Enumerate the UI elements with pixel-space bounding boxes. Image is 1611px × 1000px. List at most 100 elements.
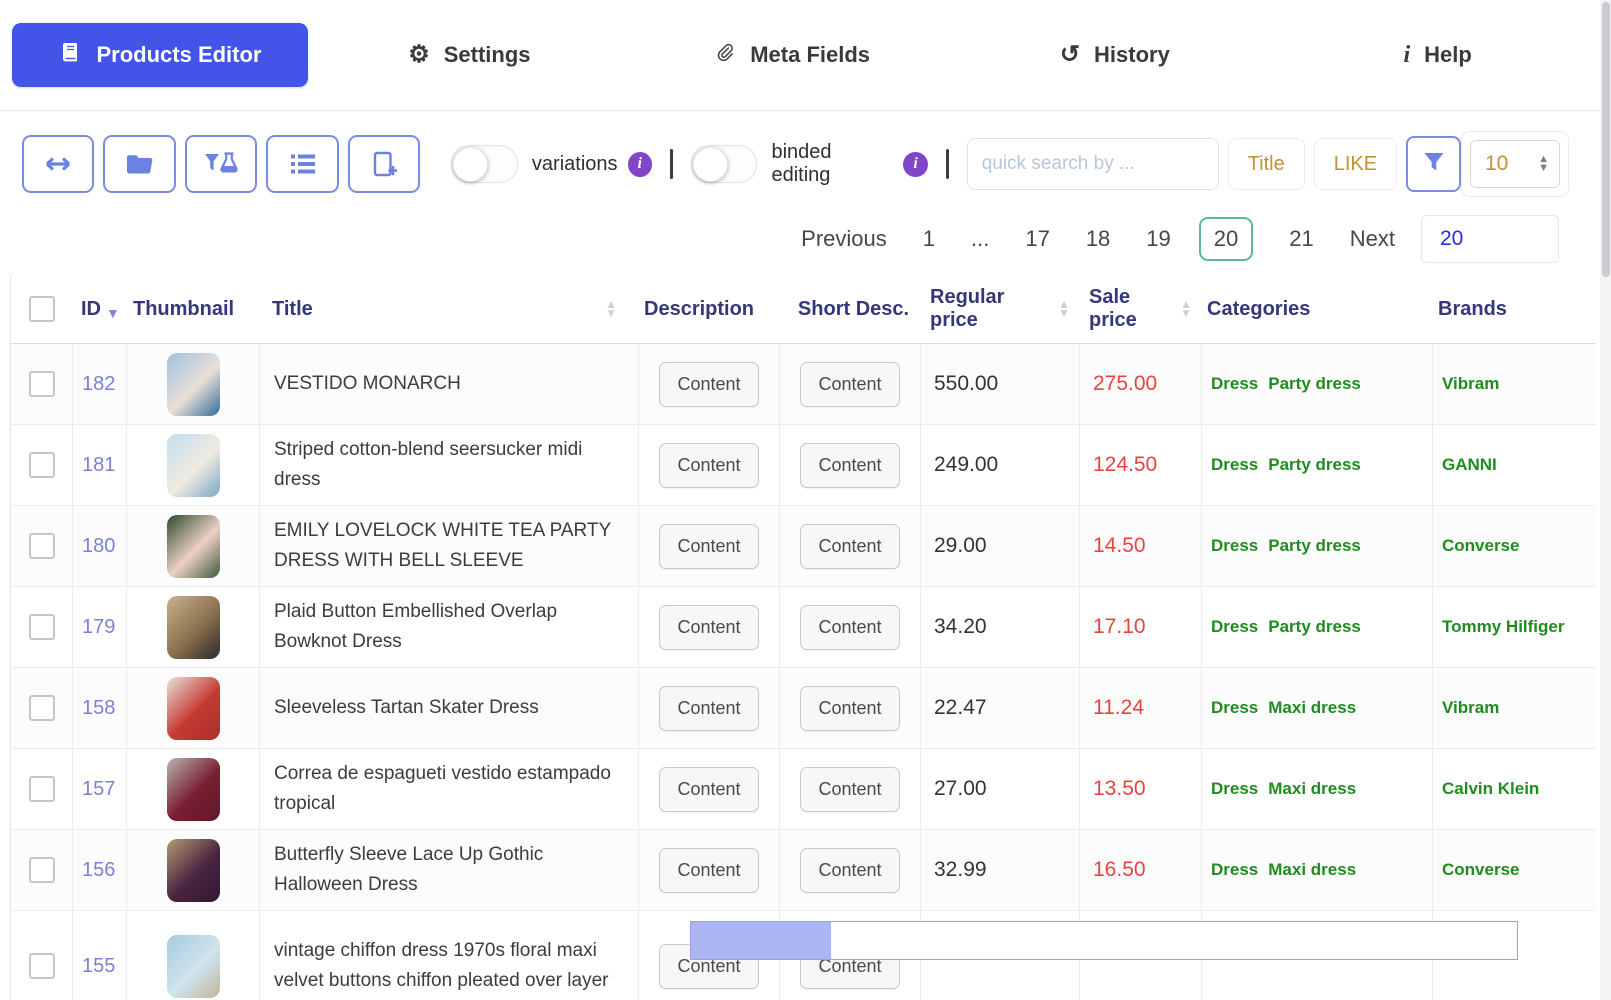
- description-content-button[interactable]: Content: [659, 523, 759, 569]
- pagination-page[interactable]: 19: [1146, 226, 1171, 251]
- apply-filter-button[interactable]: [1406, 136, 1461, 192]
- per-page-input[interactable]: 10 ▲ ▼: [1470, 140, 1560, 188]
- header-title[interactable]: Title ▲ ▼: [272, 297, 617, 320]
- tab-history[interactable]: ↺ History: [954, 42, 1277, 68]
- product-title[interactable]: EMILY LOVELOCK WHITE TEA PARTY DRESS WIT…: [274, 520, 611, 571]
- regular-price[interactable]: 22.47: [934, 696, 987, 719]
- header-id[interactable]: ID ▼: [81, 297, 120, 322]
- regular-price[interactable]: 32.99: [934, 858, 987, 881]
- tab-meta-fields[interactable]: Meta Fields: [631, 41, 954, 70]
- product-title[interactable]: Sleeveless Tartan Skater Dress: [274, 697, 539, 718]
- row-checkbox[interactable]: [28, 857, 55, 883]
- product-title[interactable]: VESTIDO MONARCH: [274, 373, 461, 394]
- product-title[interactable]: Butterfly Sleeve Lace Up Gothic Hallowee…: [274, 844, 544, 895]
- variations-info-icon[interactable]: i: [627, 151, 652, 177]
- product-thumbnail[interactable]: [166, 676, 220, 740]
- product-id[interactable]: 182: [82, 372, 116, 395]
- pagination-page[interactable]: 1: [922, 226, 935, 251]
- product-thumbnail[interactable]: [166, 514, 220, 578]
- product-thumbnail[interactable]: [166, 595, 220, 659]
- regular-price[interactable]: 27.00: [934, 777, 987, 800]
- sale-price[interactable]: 124.50: [1093, 453, 1158, 476]
- add-product-button[interactable]: [347, 135, 421, 193]
- product-id[interactable]: 157: [82, 777, 116, 800]
- short-desc-content-button[interactable]: Content: [800, 604, 900, 650]
- list-view-button[interactable]: [266, 135, 339, 193]
- row-checkbox[interactable]: [28, 776, 55, 802]
- brand-tag[interactable]: GANNI: [1442, 455, 1497, 474]
- description-content-button[interactable]: Content: [659, 361, 759, 407]
- row-checkbox[interactable]: [28, 953, 55, 979]
- row-checkbox[interactable]: [28, 371, 55, 397]
- variations-toggle[interactable]: [451, 145, 518, 183]
- category-tag[interactable]: Dress: [1211, 779, 1259, 798]
- filter-test-button[interactable]: [184, 135, 258, 193]
- sale-price[interactable]: 275.00: [1093, 372, 1158, 395]
- pagination-previous[interactable]: Previous: [801, 226, 887, 251]
- row-checkbox[interactable]: [28, 533, 55, 559]
- tab-help[interactable]: i Help: [1276, 42, 1599, 68]
- category-tag[interactable]: Dress: [1211, 455, 1259, 474]
- category-tag[interactable]: Maxi dress: [1268, 698, 1357, 717]
- short-desc-content-button[interactable]: Content: [800, 766, 900, 812]
- description-content-button[interactable]: Content: [659, 604, 759, 650]
- category-tag[interactable]: Party dress: [1268, 455, 1361, 474]
- short-desc-content-button[interactable]: Content: [800, 361, 900, 407]
- brand-tag[interactable]: Converse: [1442, 536, 1520, 555]
- product-title[interactable]: vintage chiffon dress 1970s floral maxi …: [274, 940, 609, 991]
- pagination-next[interactable]: Next: [1349, 226, 1395, 251]
- brand-tag[interactable]: Calvin Klein: [1442, 779, 1540, 798]
- brand-tag[interactable]: Vibram: [1442, 698, 1500, 717]
- header-regular-price[interactable]: Regular price ▲ ▼: [930, 286, 1070, 331]
- sale-price[interactable]: 11.24: [1093, 696, 1144, 719]
- category-tag[interactable]: Party dress: [1268, 536, 1361, 555]
- quick-search-input[interactable]: [966, 138, 1219, 190]
- scrollbar-thumb[interactable]: [1601, 2, 1610, 277]
- category-tag[interactable]: Maxi dress: [1268, 860, 1357, 879]
- regular-price[interactable]: 29.00: [934, 534, 987, 557]
- row-checkbox[interactable]: [28, 452, 55, 478]
- category-tag[interactable]: Dress: [1211, 860, 1259, 879]
- tab-products-editor[interactable]: Products Editor: [12, 23, 308, 87]
- product-id[interactable]: 156: [82, 858, 116, 881]
- regular-price[interactable]: 249.00: [934, 453, 999, 476]
- sale-price[interactable]: 13.50: [1093, 777, 1146, 800]
- description-content-button[interactable]: Content: [659, 766, 759, 812]
- sale-price[interactable]: 14.50: [1093, 534, 1146, 557]
- select-all-checkbox[interactable]: [28, 296, 55, 322]
- product-id[interactable]: 180: [82, 534, 116, 557]
- product-id[interactable]: 179: [82, 615, 116, 638]
- product-thumbnail[interactable]: [166, 757, 220, 821]
- short-desc-content-button[interactable]: Content: [800, 685, 900, 731]
- product-thumbnail[interactable]: [166, 352, 220, 416]
- page-jump-input[interactable]: [1421, 215, 1559, 263]
- spinner-arrows-icon[interactable]: ▲ ▼: [1538, 153, 1549, 174]
- sale-price[interactable]: 17.10: [1093, 615, 1146, 638]
- pagination-page[interactable]: 18: [1085, 226, 1111, 251]
- product-title[interactable]: Striped cotton-blend seersucker midi dre…: [274, 439, 583, 490]
- short-desc-content-button[interactable]: Content: [800, 847, 900, 893]
- product-id[interactable]: 155: [82, 954, 116, 977]
- category-tag[interactable]: Dress: [1211, 536, 1259, 555]
- category-tag[interactable]: Maxi dress: [1268, 779, 1357, 798]
- description-content-button[interactable]: Content: [659, 442, 759, 488]
- regular-price[interactable]: 34.20: [934, 615, 987, 638]
- tab-settings[interactable]: ⚙ Settings: [308, 42, 631, 68]
- product-thumbnail[interactable]: [166, 838, 220, 902]
- product-title[interactable]: Plaid Button Embellished Overlap Bowknot…: [274, 601, 558, 652]
- category-tag[interactable]: Party dress: [1268, 617, 1361, 636]
- product-id[interactable]: 181: [82, 453, 116, 476]
- regular-price[interactable]: 550.00: [934, 372, 999, 395]
- binded-editing-toggle[interactable]: [690, 145, 758, 183]
- search-field-button[interactable]: Title: [1227, 138, 1305, 190]
- category-tag[interactable]: Party dress: [1268, 374, 1361, 393]
- row-checkbox[interactable]: [28, 695, 55, 721]
- description-content-button[interactable]: Content: [659, 847, 759, 893]
- open-folder-button[interactable]: [103, 135, 176, 193]
- vertical-scrollbar[interactable]: [1600, 0, 1611, 1000]
- short-desc-content-button[interactable]: Content: [800, 523, 900, 569]
- product-id[interactable]: 158: [82, 696, 116, 719]
- header-sale-price[interactable]: Sale price ▲ ▼: [1089, 286, 1192, 331]
- category-tag[interactable]: Dress: [1211, 698, 1259, 717]
- product-thumbnail[interactable]: [166, 433, 220, 497]
